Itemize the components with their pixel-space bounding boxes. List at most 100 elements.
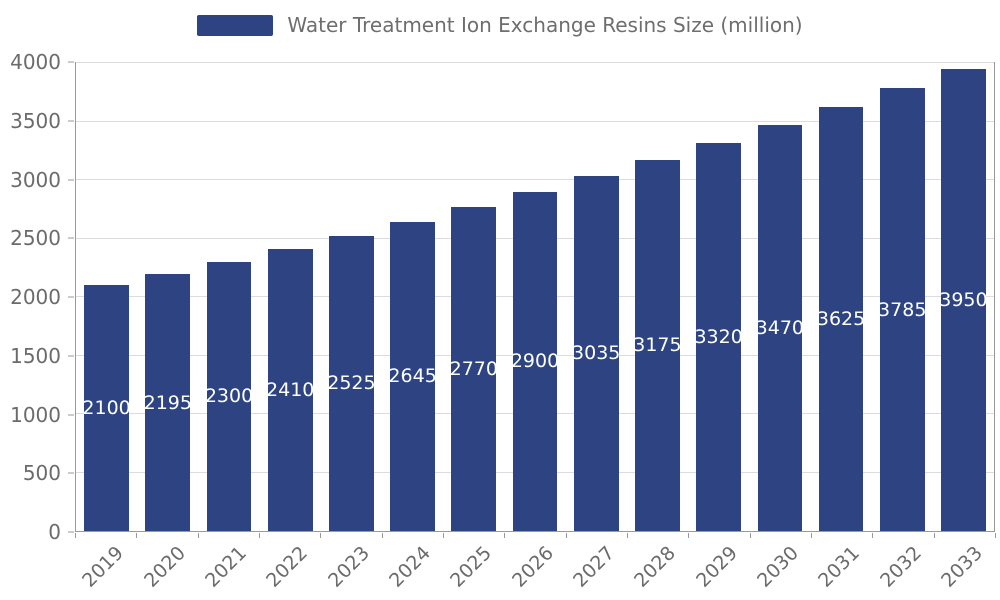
plot-area: 2100 2195 2300 2410 2525 2645 2770 2900 3035 3175… — [75, 62, 995, 532]
gridline — [76, 62, 994, 63]
bar[interactable]: 3320 — [694, 142, 743, 531]
x-tick-mark — [995, 533, 996, 538]
bar-value-label: 2900 — [510, 350, 560, 373]
bar-slot: 2525 — [321, 63, 382, 531]
bar-slot: 2900 — [504, 63, 565, 531]
bar-slot: 2300 — [198, 63, 259, 531]
y-tick-label: 0 — [48, 520, 61, 544]
bar[interactable]: 2100 — [82, 285, 131, 531]
x-tick-mark — [136, 533, 138, 538]
bar-value-label: 2100 — [82, 397, 131, 420]
x-tick-mark — [627, 533, 628, 538]
bar[interactable]: 3470 — [755, 125, 805, 531]
y-tick-mark — [68, 61, 74, 63]
x-tick-mark — [75, 533, 76, 538]
bar-slot: 3625 — [810, 63, 871, 531]
x-tick-label: 2025 — [446, 542, 497, 592]
gridline — [76, 120, 994, 122]
x-tick-mark — [259, 533, 260, 538]
bar-slot: 3035 — [566, 63, 627, 531]
bar[interactable]: 2645 — [388, 221, 437, 531]
bar-value-label: 2300 — [204, 385, 254, 408]
y-tick-mark — [68, 414, 74, 415]
x-tick-label: 2026 — [507, 542, 558, 592]
x-tick-mark — [565, 533, 567, 538]
x-tick-label: 2020 — [139, 542, 190, 592]
bar-slot: 2195 — [137, 63, 198, 531]
x-axis: 2019 2020 2021 2022 2023 2024 2025 2026 2027 2028… — [75, 533, 996, 600]
bar-slot: 3175 — [627, 63, 688, 531]
x-tick-mark — [872, 533, 874, 538]
x-tick-label: 2030 — [753, 542, 803, 592]
x-tick-mark — [320, 533, 322, 538]
bar-value-label: 3625 — [816, 307, 866, 330]
x-tick-label: 2029 — [691, 542, 742, 592]
bar-value-label: 2195 — [143, 391, 192, 414]
bar-value-label: 2770 — [449, 357, 498, 380]
bar[interactable]: 3035 — [572, 175, 621, 531]
bar[interactable]: 2900 — [510, 191, 560, 531]
x-tick-label: 2031 — [814, 542, 865, 592]
bar-value-label: 2645 — [388, 365, 437, 388]
y-tick-label: 2500 — [10, 226, 61, 251]
x-tick-label: 2033 — [937, 542, 987, 592]
x-tick-label: 2024 — [385, 542, 435, 592]
bar[interactable]: 3175 — [633, 159, 682, 531]
legend-item[interactable]: Water Treatment Ion Exchange Resins Size… — [0, 13, 1000, 37]
bar[interactable]: 3950 — [939, 68, 988, 531]
y-tick-mark — [68, 531, 74, 533]
x-tick-label: 2028 — [630, 542, 681, 592]
x-tick-mark — [688, 533, 690, 538]
bar-value-label: 3470 — [755, 317, 805, 339]
bar-slot: 2770 — [443, 63, 504, 531]
x-tick-label: 2023 — [323, 542, 374, 592]
gridline — [76, 179, 994, 180]
y-tick-label: 4000 — [10, 50, 61, 74]
bar[interactable]: 2410 — [266, 249, 315, 531]
bar-value-label: 3175 — [633, 334, 682, 357]
x-tick-mark — [749, 533, 751, 538]
x-tick-mark — [933, 533, 935, 538]
x-tick-label: 2019 — [78, 542, 129, 592]
x-tick-mark — [197, 533, 199, 538]
y-tick-label: 1000 — [10, 402, 61, 427]
y-tick-mark — [68, 472, 74, 474]
bars-container: 2100 2195 2300 2410 2525 2645 2770 2900 3035 3175… — [76, 63, 994, 531]
x-tick-label: 2032 — [875, 542, 926, 592]
x-tick-mark — [443, 533, 444, 538]
y-tick-mark — [68, 237, 74, 239]
y-tick-label: 3500 — [10, 108, 61, 133]
y-tick-mark — [68, 296, 74, 298]
bar-value-label: 3950 — [939, 288, 988, 311]
bar[interactable]: 2195 — [143, 274, 192, 531]
bar[interactable]: 3625 — [816, 106, 866, 531]
y-tick-label: 2000 — [10, 285, 61, 309]
y-tick-mark — [68, 355, 74, 357]
x-tick-mark — [504, 533, 506, 538]
bar-slot: 3470 — [749, 63, 810, 531]
bar-slot: 2410 — [260, 63, 321, 531]
bar-value-label: 3035 — [572, 342, 621, 365]
legend-label: Water Treatment Ion Exchange Resins Size… — [287, 13, 803, 37]
y-axis: 0 500 1000 1500 2000 2500 3000 3500 4000 — [0, 50, 75, 544]
bar-slot: 2100 — [76, 63, 137, 531]
x-tick-label: 2022 — [262, 542, 313, 592]
bar[interactable]: 2525 — [327, 235, 376, 531]
bar-value-label: 2410 — [266, 379, 315, 402]
legend-swatch — [197, 14, 274, 36]
bar-slot: 2645 — [382, 63, 443, 531]
y-tick-mark — [68, 120, 74, 122]
bar[interactable]: 2770 — [449, 206, 498, 531]
bar-slot: 3320 — [688, 63, 749, 531]
bar[interactable]: 3785 — [878, 88, 927, 531]
bar-value-label: 3320 — [694, 325, 743, 348]
y-tick-label: 500 — [22, 461, 61, 486]
bar-value-label: 2525 — [327, 372, 376, 395]
x-tick-label: 2021 — [201, 542, 251, 592]
x-tick-mark — [811, 533, 812, 538]
x-tick-label: 2027 — [569, 542, 619, 592]
bar[interactable]: 2300 — [204, 261, 254, 531]
y-tick-label: 1500 — [10, 343, 61, 368]
bar-value-label: 3785 — [878, 298, 927, 321]
